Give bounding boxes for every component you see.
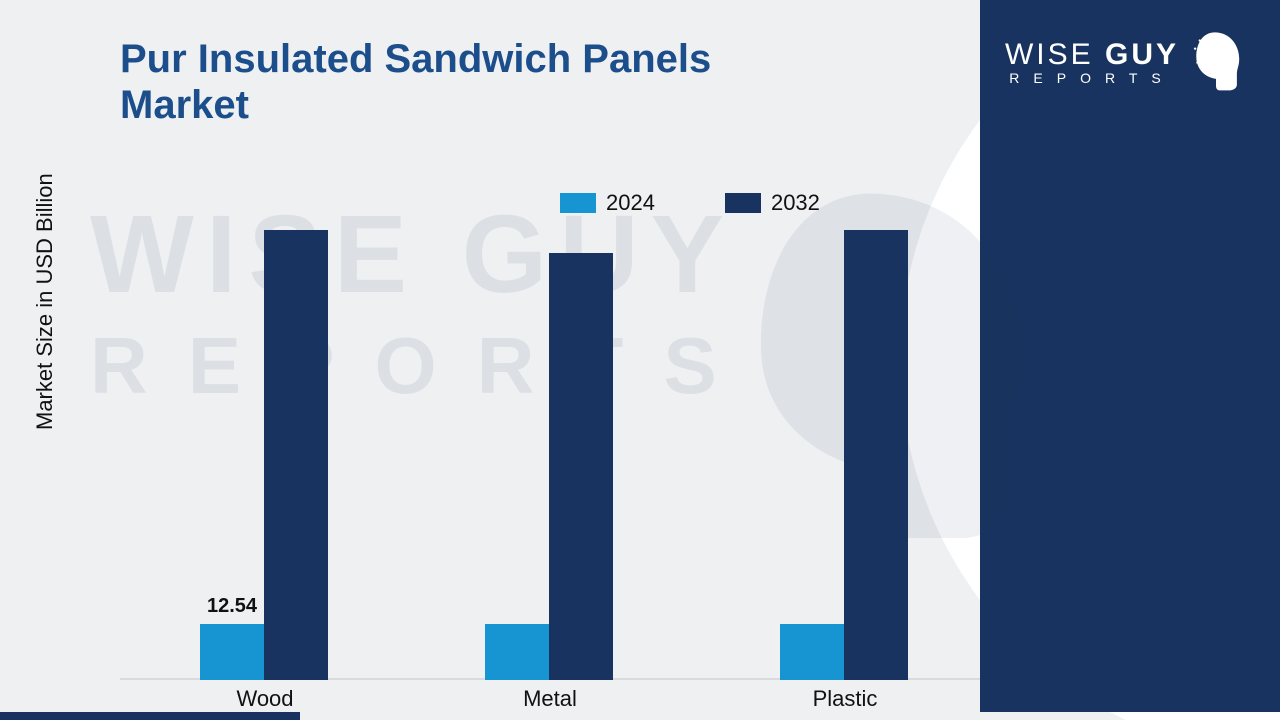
bar: 12.54 [200,624,264,680]
legend-swatch-2032 [725,193,761,213]
category-label: Metal [465,680,635,712]
logo-text: WISE GUY REPORTS [1005,38,1179,86]
logo-word-1: WISE [1005,38,1094,71]
bar-pair [465,230,635,680]
legend-label-2024: 2024 [606,190,655,216]
logo-head-icon [1187,30,1245,94]
logo-word-2: GUY [1105,38,1179,71]
legend: 2024 2032 [560,190,820,216]
logo-subtext: REPORTS [1005,70,1179,86]
right-band [980,0,1280,712]
bar-pair [760,230,930,680]
bar [844,230,908,680]
bar [264,230,328,680]
category-label: Wood [180,680,350,712]
legend-item-2032: 2032 [725,190,820,216]
chart-area: 12.54Wood Metal Plastic [120,230,980,680]
chart-title: Pur Insulated Sandwich Panels Market [120,36,800,128]
bar-value-label: 12.54 [207,595,257,618]
bar-group: Metal [465,230,635,680]
legend-swatch-2024 [560,193,596,213]
bar [780,624,844,680]
y-axis-label: Market Size in USD Billion [32,173,58,430]
bar [485,624,549,680]
bar-group: 12.54Wood [180,230,350,680]
legend-item-2024: 2024 [560,190,655,216]
chart-stage: WISE GUY REPORTS Pur Insulated Sandwich … [0,0,1280,720]
bar-pair: 12.54 [180,230,350,680]
bar-group: Plastic [760,230,930,680]
category-label: Plastic [760,680,930,712]
bar [549,253,613,681]
legend-label-2032: 2032 [771,190,820,216]
bottom-accent-bar [0,712,300,720]
brand-logo: WISE GUY REPORTS [1000,30,1250,94]
